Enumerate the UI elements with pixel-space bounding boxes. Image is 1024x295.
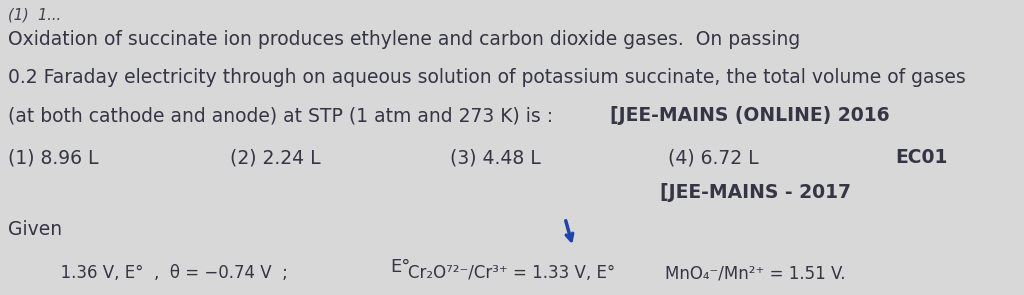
Text: MnO₄⁻/Mn²⁺ = 1.51 V.: MnO₄⁻/Mn²⁺ = 1.51 V. xyxy=(665,264,846,282)
Text: E°: E° xyxy=(390,258,411,276)
Text: EC01: EC01 xyxy=(895,148,947,167)
Text: 1.36 V, E°  ,  θ = −0.74 V  ;: 1.36 V, E° , θ = −0.74 V ; xyxy=(8,264,288,282)
Text: Cr₂O⁷²⁻/Cr³⁺ = 1.33 V, E°: Cr₂O⁷²⁻/Cr³⁺ = 1.33 V, E° xyxy=(408,264,615,282)
Text: (1) 8.96 L: (1) 8.96 L xyxy=(8,148,98,167)
Text: [JEE-MAINS - 2017: [JEE-MAINS - 2017 xyxy=(660,183,851,202)
Text: (1)  1...: (1) 1... xyxy=(8,8,61,23)
Text: Given: Given xyxy=(8,220,62,239)
Text: (2) 2.24 L: (2) 2.24 L xyxy=(230,148,321,167)
Text: (at both cathode and anode) at STP (1 atm and 273 K) is :: (at both cathode and anode) at STP (1 at… xyxy=(8,106,553,125)
Text: Oxidation of succinate ion produces ethylene and carbon dioxide gases.  On passi: Oxidation of succinate ion produces ethy… xyxy=(8,30,800,49)
Text: 0.2 Faraday electricity through on aqueous solution of potassium succinate, the : 0.2 Faraday electricity through on aqueo… xyxy=(8,68,966,87)
Text: (3) 4.48 L: (3) 4.48 L xyxy=(450,148,541,167)
Text: [JEE-MAINS (ONLINE) 2016: [JEE-MAINS (ONLINE) 2016 xyxy=(610,106,890,125)
Text: (4) 6.72 L: (4) 6.72 L xyxy=(668,148,759,167)
